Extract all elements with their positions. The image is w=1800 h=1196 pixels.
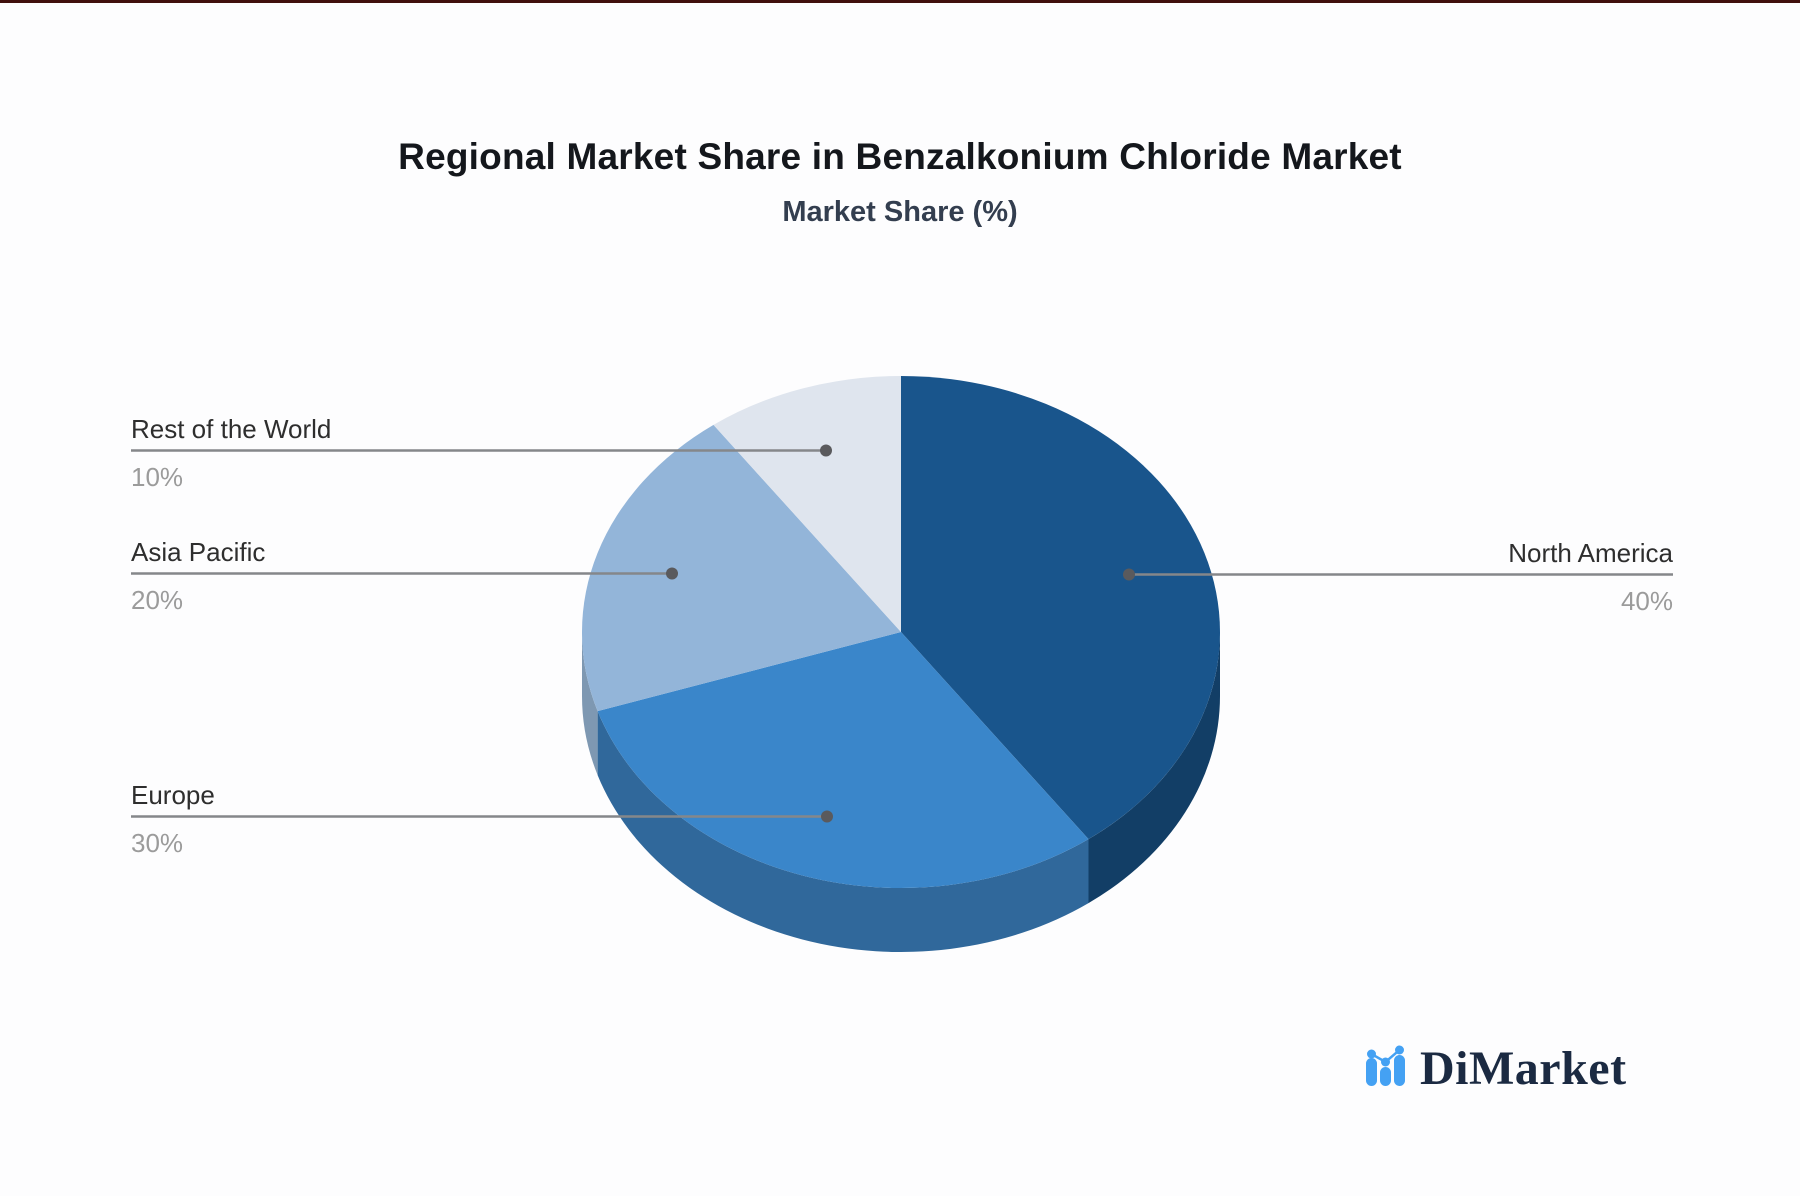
pie-side-asia-pacific [582, 632, 598, 776]
callout-asia-pacific: Asia Pacific 20% [131, 537, 265, 615]
leader-dot-north-america [1123, 568, 1135, 581]
pie-side-europe [597, 711, 1089, 953]
logo-text: DiMarket [1420, 1042, 1627, 1095]
slice-label: Asia Pacific [131, 537, 266, 567]
pie-slice-rest-of-the-world[interactable] [713, 376, 902, 632]
pie-slice-north-america[interactable] [901, 376, 1220, 840]
chart-header: Regional Market Share in Benzalkonium Ch… [0, 136, 1800, 229]
chart-subtitle: Market Share (%) [782, 196, 1018, 228]
slice-percent: 20% [131, 585, 184, 615]
slice-percent: 30% [131, 828, 184, 858]
pie-slice-europe[interactable] [597, 632, 1089, 889]
chart-title: Regional Market Share in Benzalkonium Ch… [398, 136, 1402, 177]
slice-label: Rest of the World [131, 414, 332, 444]
callout-europe: Europe 30% [131, 780, 215, 858]
slice-label: Europe [131, 780, 215, 810]
callout-rest-of-the-world: Rest of the World 10% [131, 414, 331, 492]
slice-label: North America [1508, 538, 1673, 568]
pie-side-north-america [1088, 632, 1220, 904]
slice-percent: 40% [1620, 586, 1673, 616]
bar-line-chart-icon [1366, 1045, 1405, 1086]
leader-dot-asia-pacific [666, 567, 678, 580]
slice-percent: 10% [131, 462, 184, 492]
leader-dot-rest-of-the-world [820, 444, 832, 457]
top-strip [0, 0, 1800, 3]
pie-slice-asia-pacific[interactable] [581, 424, 901, 712]
dimarket-logo: DiMarket [1362, 1040, 1627, 1095]
leader-dot-europe [821, 810, 833, 823]
callout-north-america: North America 40% [1508, 538, 1673, 616]
